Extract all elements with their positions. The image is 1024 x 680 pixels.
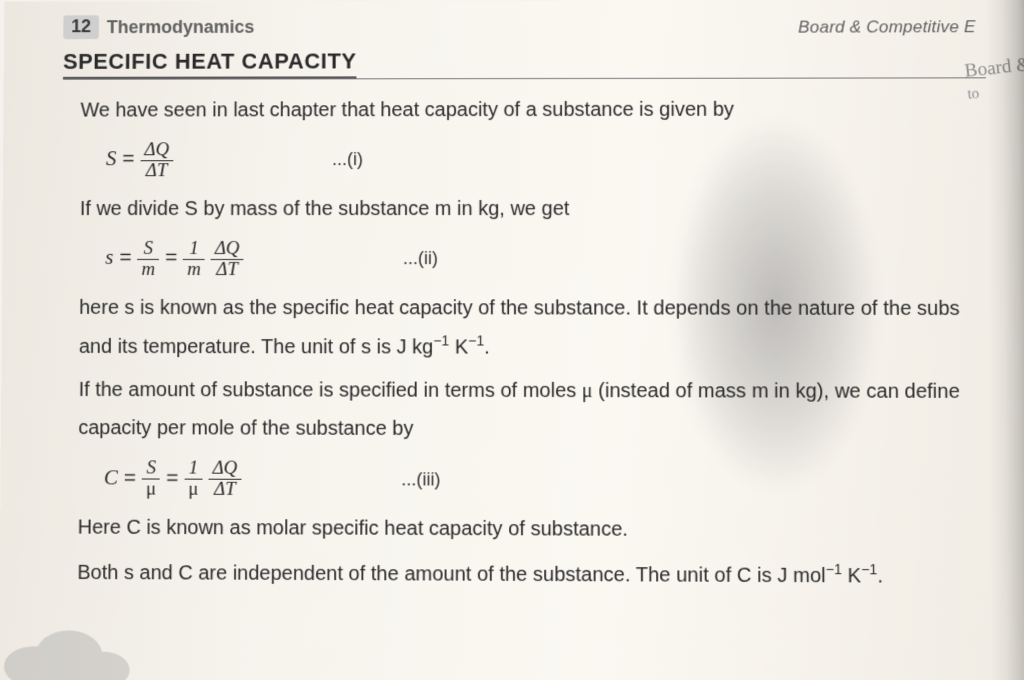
unit-mol-neg1: −1 [826,561,842,577]
chapter-name: Thermodynamics [107,16,255,37]
p6-a: Both s and C are independent of the amou… [77,562,825,587]
paragraph-2: If we divide S by mass of the substance … [80,190,981,228]
eq-iii-tag: ...(iii) [401,462,440,497]
eq-ii-tag: ...(ii) [403,241,438,275]
paragraph-6: Both s and C are independent of the amou… [77,553,984,596]
eq-i-den: ΔT [142,161,172,181]
eq-ii-frac2: 1 m [183,239,205,280]
p6-tail: . [877,565,883,587]
equation-i-expr: S = ΔQ ΔT [106,139,173,180]
equals-sign: = [119,238,131,278]
eq-i-tag: ...(i) [332,142,363,176]
eq-ii-f2-den: m [183,260,205,280]
textbook-page: 12 Thermodynamics Board & Competitive E … [0,0,1024,680]
p3-line2a: and its temperature. The unit of s is J … [79,335,433,358]
page-header: 12 Thermodynamics Board & Competitive E [63,13,986,43]
eq-iii-f2-num: 1 [185,459,203,479]
margin-stamp-line2: to [967,80,1024,104]
body-text: We have seen in last chapter that heat c… [59,90,990,596]
p3-tail: . [484,336,490,358]
p3-line1: here s is known as the specific heat cap… [79,297,960,320]
eq-iii-f1-num: S [142,459,160,479]
eq-iii-frac2: 1 μ [184,459,202,500]
paragraph-1: We have seen in last chapter that heat c… [80,90,980,129]
eq-iii-f2-den: μ [184,480,202,500]
eq-iii-frac1: S μ [142,459,160,500]
unit-K-neg1: −1 [468,332,484,348]
eq-iii-f1-den: μ [142,480,160,500]
eq-ii-f3-den: ΔT [212,260,242,280]
paragraph-5: Here C is known as molar specific heat c… [78,509,984,551]
section-heading-row: SPECIFIC HEAT CAPACITY [63,41,986,79]
eq-ii-f1-num: S [140,239,157,259]
eq-iii-lhs: C [104,458,118,498]
equation-i: S = ΔQ ΔT ...(i) [106,139,981,180]
equation-ii-expr: s = S m = 1 m ΔQ ΔT [105,238,243,279]
eq-iii-f3-den: ΔT [210,480,240,500]
chapter-heading: 12 Thermodynamics [63,15,254,39]
equals-sign: = [122,140,134,180]
chapter-number: 12 [63,15,99,39]
eq-iii-frac3: ΔQ ΔT [208,459,241,500]
eq-ii-frac1: S m [137,239,159,280]
cloud-icon [0,611,139,680]
equation-iii: C = S μ = 1 μ ΔQ ΔT [104,458,983,502]
eq-ii-f1-den: m [137,260,159,280]
section-title: SPECIFIC HEAT CAPACITY [63,48,357,78]
p4-b: (instead of mass m in kg), we can define [593,380,960,403]
equals-sign: = [124,458,136,498]
page-edge-shadow [985,0,1024,680]
equals-sign: = [165,238,177,278]
margin-stamp: Board & to [964,54,1024,104]
eq-iii-f3-num: ΔQ [208,459,241,479]
eq-i-lhs: S [106,140,117,180]
equation-iii-expr: C = S μ = 1 μ ΔQ ΔT [104,458,242,500]
eq-i-num: ΔQ [140,140,173,160]
section-rule [63,77,986,79]
eq-ii-frac3: ΔQ ΔT [211,239,244,280]
header-right-text: Board & Competitive E [798,17,986,37]
p4-c: capacity per mole of the substance by [78,417,413,440]
unit-kg-neg1: −1 [433,332,449,348]
equals-sign: = [166,458,178,498]
eq-i-frac: ΔQ ΔT [140,140,173,181]
paragraph-3: here s is known as the specific heat cap… [79,289,982,367]
p4-a: If the amount of substance is specified … [79,379,582,402]
eq-ii-f3-num: ΔQ [211,239,244,259]
eq-ii-f2-num: 1 [185,239,202,259]
unit-K2: K [842,565,861,587]
unit-K: K [449,336,468,358]
unit-K2-neg1: −1 [861,561,877,577]
paragraph-4: If the amount of substance is specified … [78,371,983,450]
equation-ii: s = S m = 1 m ΔQ ΔT [105,238,981,280]
eq-ii-lhs: s [105,238,113,278]
mu-symbol: μ [582,380,593,402]
